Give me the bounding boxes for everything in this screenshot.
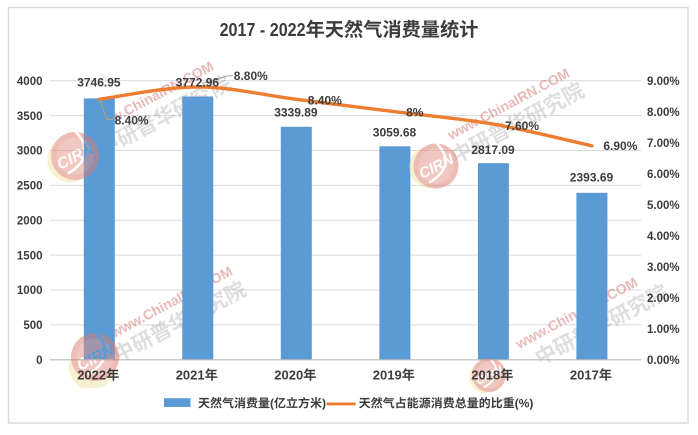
svg-text:1000: 1000 xyxy=(17,285,43,297)
svg-text:3.00%: 3.00% xyxy=(647,262,680,274)
svg-text:8.80%: 8.80% xyxy=(234,69,268,83)
svg-text:2018: 2018 xyxy=(471,368,500,383)
svg-text:3746.95: 3746.95 xyxy=(77,75,121,89)
svg-text:2.00%: 2.00% xyxy=(647,293,680,305)
svg-text:2500: 2500 xyxy=(17,181,43,193)
svg-text:3772.96: 3772.96 xyxy=(176,76,220,90)
svg-text:8%: 8% xyxy=(406,105,424,119)
svg-text:2017: 2017 xyxy=(570,368,599,383)
svg-text:0: 0 xyxy=(36,355,42,367)
svg-text:1500: 1500 xyxy=(17,250,43,262)
svg-text:7.00%: 7.00% xyxy=(647,138,680,150)
svg-text:2020: 2020 xyxy=(274,368,303,383)
svg-text:3059.68: 3059.68 xyxy=(373,125,417,139)
svg-text:2021: 2021 xyxy=(176,368,205,383)
svg-text:500: 500 xyxy=(23,320,42,332)
svg-text:2393.69: 2393.69 xyxy=(570,170,614,184)
svg-text:3000: 3000 xyxy=(17,146,43,158)
svg-text:8.00%: 8.00% xyxy=(647,107,680,119)
svg-text:2019: 2019 xyxy=(373,368,402,383)
svg-text:9.00%: 9.00% xyxy=(647,76,680,88)
svg-text:8.40%: 8.40% xyxy=(308,93,342,107)
svg-text:1.00%: 1.00% xyxy=(647,324,680,336)
svg-text:3500: 3500 xyxy=(17,111,43,123)
svg-text:2817.09: 2817.09 xyxy=(471,143,515,157)
svg-text:4000: 4000 xyxy=(17,76,43,88)
svg-text:2022: 2022 xyxy=(77,368,106,383)
svg-text:3339.89: 3339.89 xyxy=(274,105,318,119)
svg-text:7.60%: 7.60% xyxy=(505,119,539,133)
svg-text:8.40%: 8.40% xyxy=(115,114,149,128)
svg-text:6.00%: 6.00% xyxy=(647,169,680,181)
svg-text:6.90%: 6.90% xyxy=(603,139,637,153)
svg-text:0.00%: 0.00% xyxy=(647,355,680,367)
svg-text:4.00%: 4.00% xyxy=(647,231,680,243)
svg-text:5.00%: 5.00% xyxy=(647,200,680,212)
svg-text:2000: 2000 xyxy=(17,215,43,227)
svg-text:2017 - 2022: 2017 - 2022 xyxy=(220,20,306,40)
